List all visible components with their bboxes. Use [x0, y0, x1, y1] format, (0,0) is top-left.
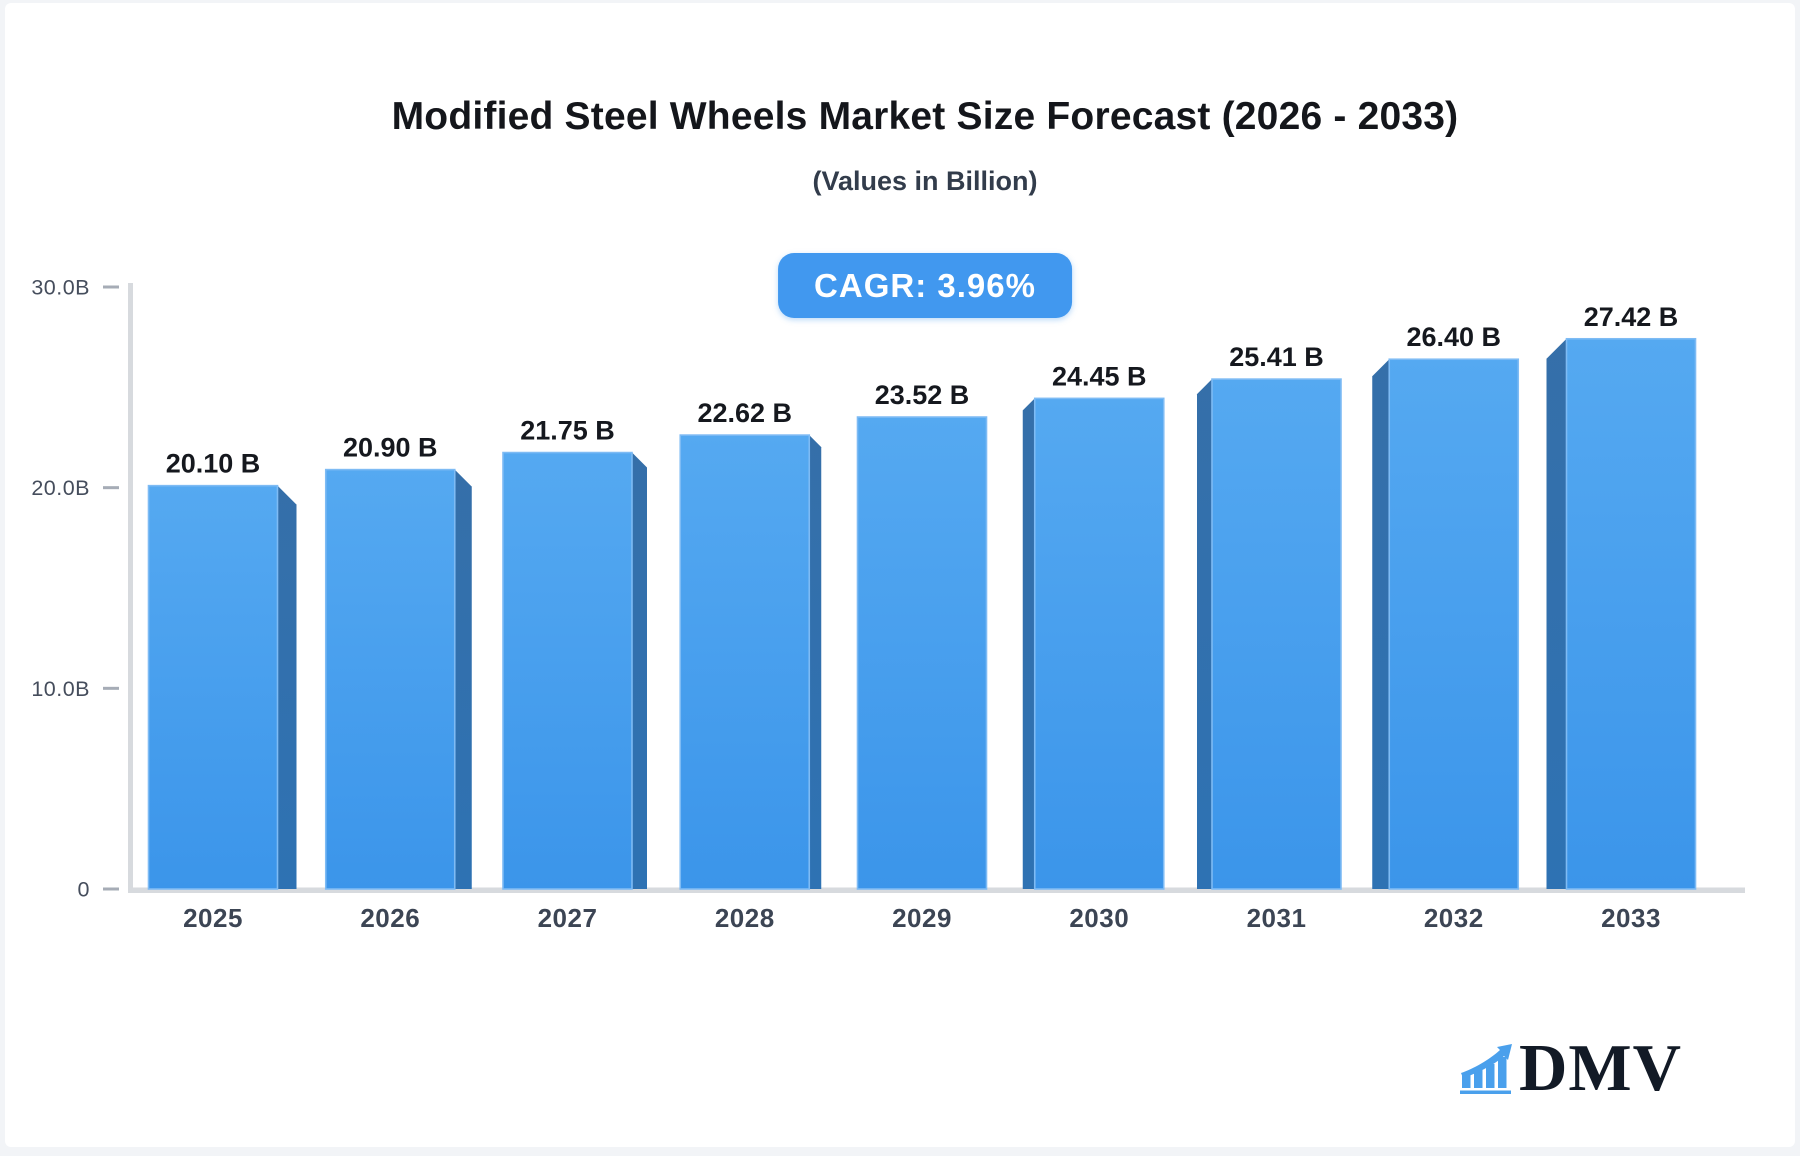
- bar-side-face: [632, 452, 647, 889]
- y-axis-tick-label: 10.0B: [31, 677, 90, 701]
- x-axis-label: 2031: [1247, 903, 1307, 933]
- bar-side-face: [1022, 398, 1035, 889]
- y-axis-tick-label: 30.0B: [31, 276, 90, 300]
- bar-chart-up-arrow-icon: [1459, 1044, 1512, 1094]
- x-axis-label: 2029: [892, 903, 952, 933]
- bar-side-face: [809, 435, 822, 889]
- bar-value-label: 23.52 B: [875, 380, 970, 410]
- chart-title: Modified Steel Wheels Market Size Foreca…: [391, 95, 1459, 138]
- y-axis-tick: [103, 887, 119, 891]
- bar-value-label: 27.42 B: [1584, 302, 1679, 332]
- bar-side-face: [1197, 379, 1212, 889]
- y-axis-tick: [103, 285, 119, 289]
- dmv-logo: DMV: [1459, 1031, 1682, 1105]
- bar-side-face: [277, 485, 297, 889]
- bar-value-label: 21.75 B: [520, 416, 615, 446]
- x-axis-label: 2026: [360, 903, 420, 933]
- bar-2025: [147, 484, 279, 890]
- chart-subtitle: (Values in Billion): [812, 166, 1038, 196]
- y-axis-tick-label: 20.0B: [31, 476, 90, 500]
- bar-2029: [856, 416, 988, 890]
- bar-2032: [1388, 358, 1520, 890]
- x-axis-label: 2025: [183, 903, 243, 933]
- cagr-badge: CAGR: 3.96%: [778, 253, 1072, 318]
- bar-side-face: [1372, 359, 1390, 889]
- bar-value-label: 26.40 B: [1406, 322, 1501, 352]
- bar-value-label: 20.10 B: [166, 449, 261, 479]
- bar-2026: [324, 468, 456, 890]
- bar-value-label: 24.45 B: [1052, 361, 1147, 391]
- y-axis-tick: [103, 686, 119, 690]
- x-axis-line: [128, 887, 1745, 893]
- bar-value-label: 20.90 B: [343, 433, 438, 463]
- bar-2031: [1211, 378, 1342, 890]
- x-axis-label: 2030: [1069, 903, 1129, 933]
- logo-text: DMV: [1518, 1031, 1682, 1105]
- bar-side-face: [1546, 338, 1567, 890]
- y-axis-tick-label: 0: [78, 878, 90, 902]
- y-axis-line: [128, 283, 133, 893]
- x-axis-label: 2027: [538, 903, 598, 933]
- y-axis-tick: [103, 486, 119, 490]
- x-axis-label: 2028: [715, 903, 775, 933]
- x-axis-label: 2032: [1424, 903, 1484, 933]
- bar-2030: [1033, 397, 1165, 890]
- x-axis-label: 2033: [1601, 903, 1661, 933]
- bar-side-face: [454, 469, 472, 889]
- bar-2027: [502, 451, 633, 890]
- bar-2033: [1565, 337, 1697, 890]
- bar-value-label: 25.41 B: [1229, 342, 1324, 372]
- bar-value-label: 22.62 B: [697, 398, 792, 428]
- bar-2028: [679, 434, 811, 890]
